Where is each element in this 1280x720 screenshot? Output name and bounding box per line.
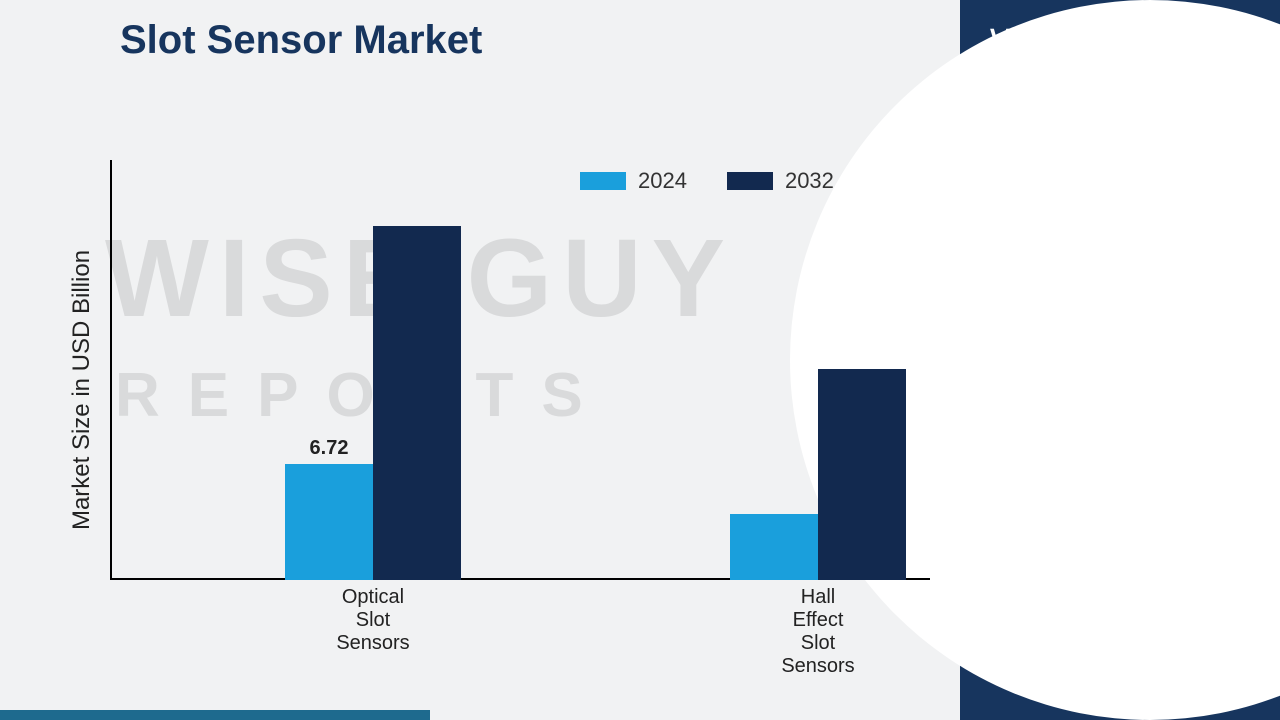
- legend-label-2032: 2032: [785, 168, 834, 194]
- bar: [730, 514, 818, 580]
- bottom-accent-bar: [0, 710, 430, 720]
- legend-swatch-2024: [580, 172, 626, 190]
- bar: [373, 226, 461, 580]
- legend: 2024 2032: [580, 168, 834, 194]
- infographic-stage: WISE GUY REPORTS Slot Sensor Market Mark…: [0, 0, 1280, 720]
- category-label: HallEffectSlotSensors: [738, 586, 898, 678]
- logo-line2: REPORTS: [990, 65, 1196, 86]
- legend-label-2024: 2024: [638, 168, 687, 194]
- bar: [285, 464, 373, 580]
- legend-item-2032: 2032: [727, 168, 834, 194]
- logo-line1: WISE GUY: [990, 22, 1196, 65]
- bar-value-label: 6.72: [279, 437, 379, 460]
- legend-swatch-2032: [727, 172, 773, 190]
- logo-head-icon: [1185, 10, 1275, 100]
- chart-area: 6.72OpticalSlotSensorsHallEffectSlotSens…: [110, 200, 930, 580]
- category-label: OpticalSlotSensors: [293, 586, 453, 655]
- chart-title: Slot Sensor Market: [120, 18, 482, 63]
- brand-logo: WISE GUY REPORTS: [990, 22, 1196, 86]
- legend-item-2024: 2024: [580, 168, 687, 194]
- bar: [818, 369, 906, 580]
- y-axis-line: [110, 160, 112, 580]
- y-axis-label: Market Size in USD Billion: [68, 175, 96, 605]
